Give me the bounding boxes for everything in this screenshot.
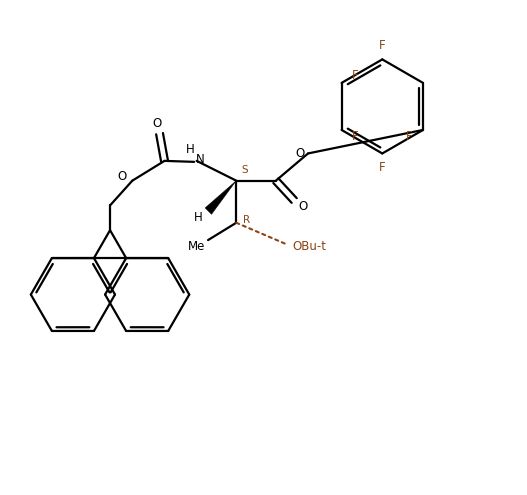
Text: Me: Me bbox=[188, 240, 206, 252]
Text: F: F bbox=[406, 130, 413, 144]
Text: F: F bbox=[379, 39, 386, 52]
Text: S: S bbox=[241, 165, 248, 175]
Text: H: H bbox=[194, 211, 202, 224]
Text: OBu-t: OBu-t bbox=[292, 240, 326, 252]
Text: O: O bbox=[118, 170, 127, 183]
Text: N: N bbox=[196, 153, 205, 166]
Text: O: O bbox=[298, 200, 307, 213]
Text: F: F bbox=[352, 130, 359, 144]
Text: F: F bbox=[379, 161, 386, 174]
Text: F: F bbox=[352, 69, 359, 83]
Text: R: R bbox=[242, 215, 250, 225]
Text: O: O bbox=[295, 147, 304, 160]
Polygon shape bbox=[205, 181, 236, 214]
Text: O: O bbox=[152, 117, 162, 130]
Text: H: H bbox=[187, 144, 195, 156]
